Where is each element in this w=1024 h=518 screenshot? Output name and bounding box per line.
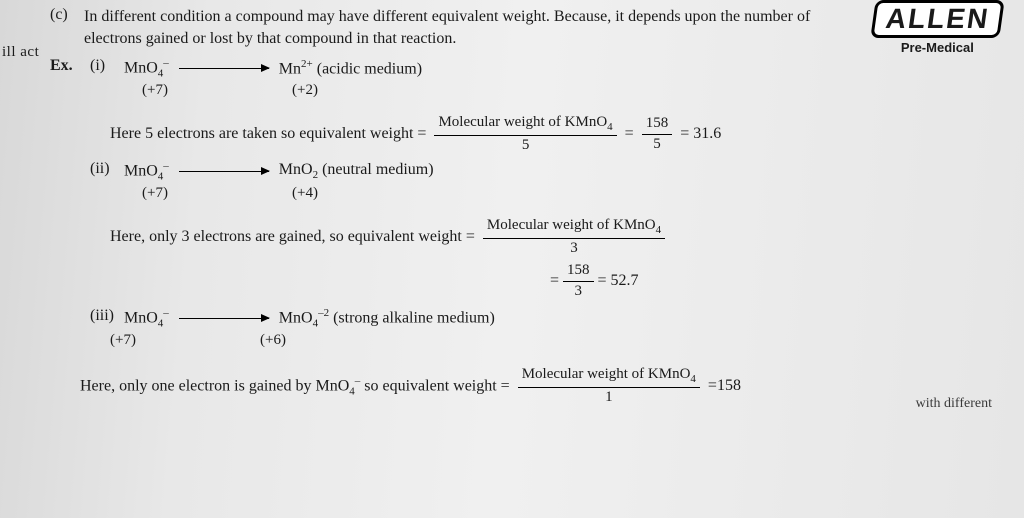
fraction: 158 3: [563, 263, 594, 300]
fraction: 158 5: [642, 116, 673, 153]
reactant: MnO4–: [124, 160, 169, 183]
statement-i: Here 5 electrons are taken so equivalent…: [110, 115, 1004, 154]
ox-left: (+7): [110, 332, 170, 349]
statement-iii-text: Here, only one electron is gained by MnO…: [80, 375, 510, 398]
brand-name: ALLEN: [870, 0, 1005, 38]
statement-ii-line2: = 158 3 = 52.7: [550, 263, 1004, 300]
example-ii: (ii) MnO4– MnO2 (neutral medium): [50, 160, 1004, 183]
result-i: = 31.6: [680, 125, 721, 143]
cutoff-text: with different: [916, 396, 992, 412]
oxidation-states-iii: (+7) (+6): [110, 332, 1004, 349]
margin-note: ill act: [2, 44, 39, 61]
example-label: Ex.: [50, 57, 80, 75]
ox-right: (+4): [292, 185, 318, 202]
example-iii-num: (iii): [90, 307, 114, 325]
brand-subline: Pre-Medical: [873, 40, 1002, 55]
point-c-label: (c): [50, 6, 76, 24]
example-i: Ex. (i) MnO4– Mn2+ (acidic medium): [50, 57, 1004, 80]
result-iii: =158: [708, 377, 741, 395]
ox-left: (+7): [142, 82, 202, 99]
textbook-page: ill act ALLEN Pre-Medical (c) In differe…: [0, 0, 1024, 416]
reaction-i: MnO4– Mn2+ (acidic medium): [124, 57, 422, 80]
reactant: MnO4–: [124, 57, 169, 80]
fraction: Molecular weight of KMnO4 1: [518, 367, 700, 406]
statement-ii: Here, only 3 electrons are gained, so eq…: [110, 218, 1004, 257]
statement-ii-text: Here, only 3 electrons are gained, so eq…: [110, 228, 475, 246]
statement-iii: Here, only one electron is gained by MnO…: [80, 367, 1004, 406]
reaction-ii: MnO4– MnO2 (neutral medium): [124, 160, 434, 183]
point-c: (c) In different condition a compound ma…: [50, 6, 1004, 49]
product: MnO4–2 (strong alkaline medium): [279, 307, 495, 330]
example-i-num: (i): [90, 57, 114, 75]
oxidation-states-i: (+7) (+2): [142, 82, 1004, 99]
oxidation-states-ii: (+7) (+4): [142, 185, 1004, 202]
product: Mn2+ (acidic medium): [279, 58, 422, 78]
example-iii: (iii) MnO4– MnO4–2 (strong alkaline medi…: [50, 307, 1004, 330]
ox-right: (+6): [260, 332, 286, 349]
fraction: Molecular weight of KMnO4 5: [434, 115, 616, 154]
result-ii: = 52.7: [598, 272, 639, 290]
reaction-iii: MnO4– MnO4–2 (strong alkaline medium): [124, 307, 495, 330]
product: MnO2 (neutral medium): [279, 161, 434, 181]
example-ii-num: (ii): [90, 160, 114, 178]
ox-left: (+7): [142, 185, 202, 202]
fraction: Molecular weight of KMnO4 3: [483, 218, 665, 257]
arrow-icon: [179, 318, 269, 319]
statement-i-text: Here 5 electrons are taken so equivalent…: [110, 125, 426, 143]
arrow-icon: [179, 171, 269, 172]
point-c-text: In different condition a compound may ha…: [84, 6, 864, 49]
brand-logo: ALLEN Pre-Medical: [873, 0, 1002, 55]
arrow-icon: [179, 68, 269, 69]
reactant: MnO4–: [124, 307, 169, 330]
ox-right: (+2): [292, 82, 318, 99]
